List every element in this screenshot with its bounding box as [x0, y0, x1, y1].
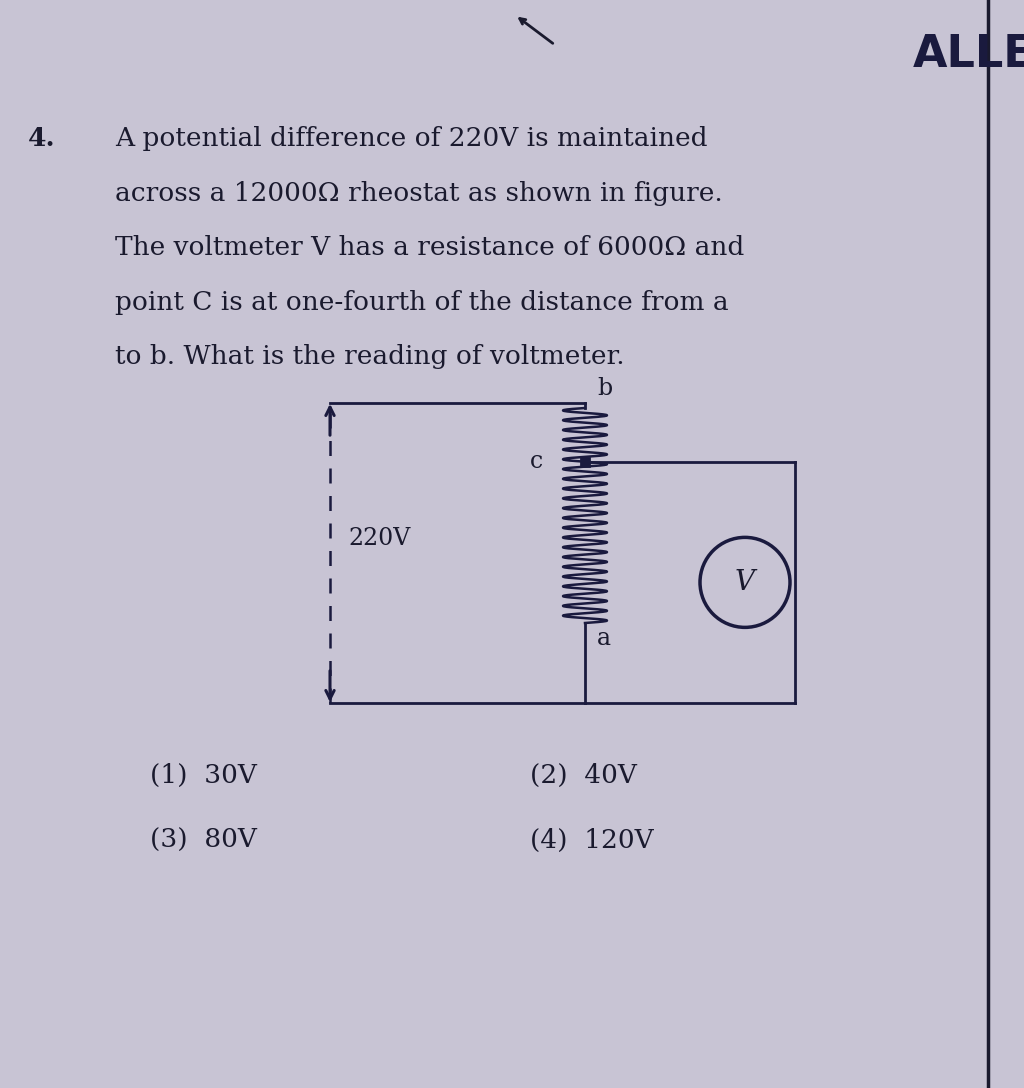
- Text: (3)  80V: (3) 80V: [150, 828, 257, 853]
- Text: A potential difference of 220V is maintained: A potential difference of 220V is mainta…: [115, 126, 708, 151]
- Text: V: V: [735, 569, 755, 596]
- Text: across a 12000Ω rheostat as shown in figure.: across a 12000Ω rheostat as shown in fig…: [115, 181, 723, 206]
- Text: 220V: 220V: [348, 527, 411, 549]
- Text: c: c: [530, 450, 543, 473]
- Text: (2)  40V: (2) 40V: [530, 763, 637, 788]
- Text: The voltmeter V has a resistance of 6000Ω and: The voltmeter V has a resistance of 6000…: [115, 235, 744, 260]
- Text: point C is at one-fourth of the distance from a: point C is at one-fourth of the distance…: [115, 289, 729, 314]
- Text: (4)  120V: (4) 120V: [530, 828, 653, 853]
- Circle shape: [700, 537, 790, 628]
- Text: b: b: [597, 378, 612, 400]
- Text: a: a: [597, 627, 611, 650]
- Text: 4.: 4.: [28, 126, 55, 151]
- Text: ALLE: ALLE: [913, 33, 1024, 76]
- Text: (1)  30V: (1) 30V: [150, 763, 257, 788]
- Text: to b. What is the reading of voltmeter.: to b. What is the reading of voltmeter.: [115, 344, 625, 369]
